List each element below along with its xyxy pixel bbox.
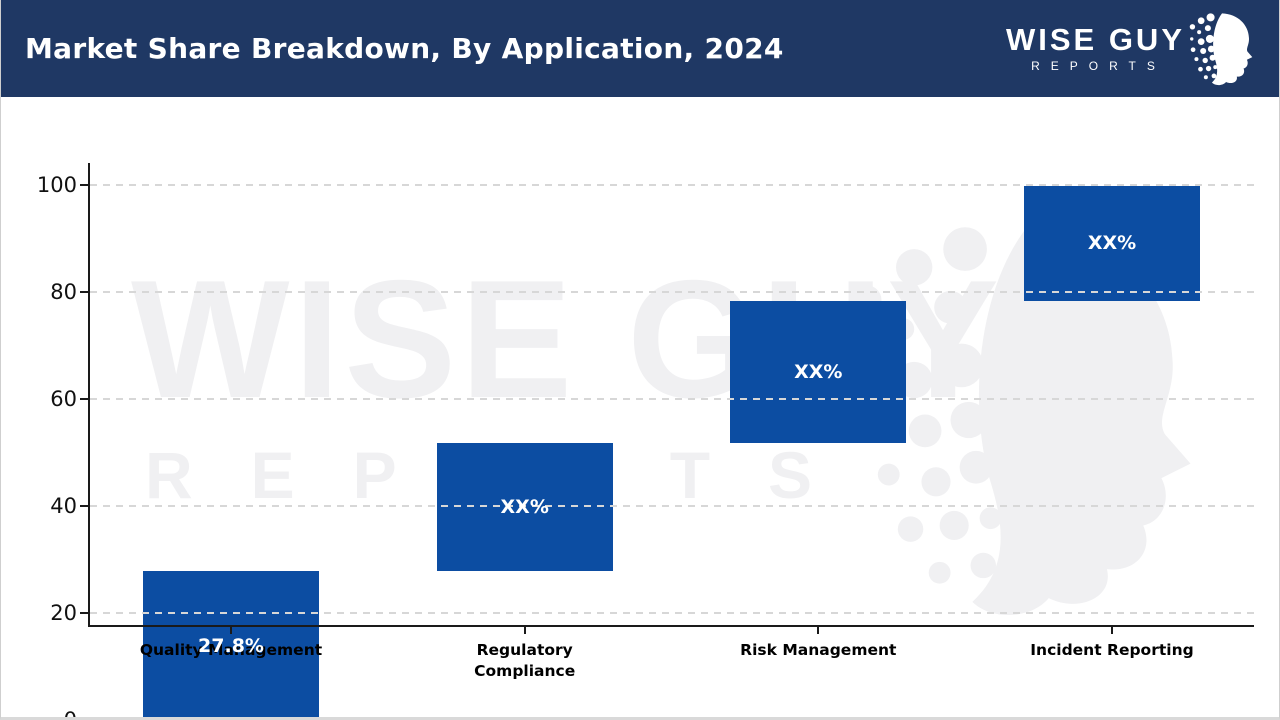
x-tick-mark <box>817 627 820 634</box>
wise-guy-logo: WISE GUY REPORTS <box>1006 9 1257 89</box>
y-tick-label: 60 <box>50 387 77 411</box>
y-tick-label: 20 <box>50 601 77 625</box>
x-tick-label: Regulatory Compliance <box>474 641 576 680</box>
logo-wordmark: WISE GUY <box>1005 22 1185 57</box>
y-tick-mark <box>80 505 88 507</box>
bar-value-label: XX% <box>1087 232 1137 255</box>
y-axis-line <box>88 163 90 627</box>
gridline <box>90 184 1254 186</box>
x-tick-label: Risk Management <box>740 641 897 659</box>
gridline <box>90 398 1254 400</box>
y-tick-label: 0 <box>63 708 77 720</box>
x-tick-mark <box>523 627 526 634</box>
bar <box>436 442 613 572</box>
y-tick-label: 40 <box>50 494 77 518</box>
x-axis-line <box>88 625 1254 627</box>
logo-subtitle: REPORTS <box>1031 59 1166 73</box>
waterfall-chart: 0 20 40 60 80 100 27.8% Quality Management XX% Re… <box>1 97 1279 720</box>
x-tick-label: Quality Management <box>139 641 323 659</box>
y-tick-mark <box>80 291 88 293</box>
x-tick-mark <box>230 627 232 634</box>
logo-text: WISE GUY REPORTS <box>1006 24 1185 73</box>
y-tick-mark <box>80 612 88 614</box>
gridline <box>90 291 1254 293</box>
x-tick-label: Incident Reporting <box>1030 641 1194 659</box>
y-tick-mark <box>80 184 88 186</box>
bar-value-label: 27.8% <box>198 634 264 657</box>
header-bar: Market Share Breakdown, By Application, … <box>1 0 1279 97</box>
bar <box>143 571 319 717</box>
y-tick-label: 100 <box>36 173 77 197</box>
y-tick-label: 80 <box>50 280 77 304</box>
page-title: Market Share Breakdown, By Application, … <box>25 32 784 65</box>
y-tick-mark <box>80 398 88 400</box>
face-profile-icon <box>1189 12 1253 85</box>
x-tick-mark <box>1111 627 1113 634</box>
gridline <box>90 612 1254 614</box>
gridline <box>90 505 1254 507</box>
bar-value-label: XX% <box>794 360 843 383</box>
bar-value-label: XX% <box>500 496 549 519</box>
